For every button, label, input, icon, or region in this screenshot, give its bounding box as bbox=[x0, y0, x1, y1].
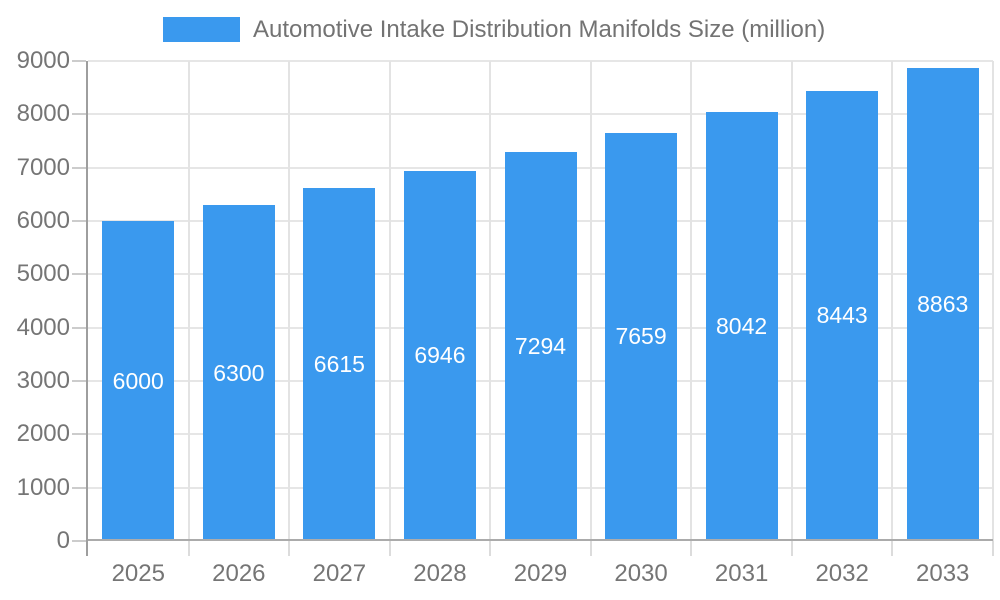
y-gridline bbox=[88, 113, 993, 116]
category-gridline bbox=[489, 61, 492, 541]
bar-value-label: 6615 bbox=[313, 351, 365, 378]
legend-label: Automotive Intake Distribution Manifolds… bbox=[253, 15, 826, 43]
bar-2028[interactable]: 6946 bbox=[403, 170, 476, 541]
y-axis-label: 6000 bbox=[16, 207, 70, 234]
y-tick bbox=[72, 113, 86, 116]
x-tick bbox=[187, 541, 190, 556]
x-axis-label: 2025 bbox=[111, 560, 165, 587]
y-tick bbox=[72, 380, 86, 382]
bar-value-label: 6946 bbox=[414, 342, 466, 369]
x-axis-line bbox=[88, 539, 993, 541]
y-tick bbox=[72, 326, 86, 329]
bar-value-label: 6300 bbox=[213, 359, 265, 386]
category-gridline bbox=[288, 61, 291, 541]
x-axis-label: 2027 bbox=[312, 560, 367, 587]
y-tick bbox=[72, 433, 86, 436]
x-axis-label: 2032 bbox=[815, 560, 869, 587]
y-tick bbox=[72, 166, 86, 169]
y-gridline bbox=[88, 60, 993, 62]
x-tick bbox=[891, 541, 894, 556]
category-gridline bbox=[992, 61, 994, 541]
y-axis-label: 7000 bbox=[16, 153, 70, 181]
y-axis-label: 1000 bbox=[16, 473, 70, 501]
bar-value-label: 8443 bbox=[816, 302, 868, 329]
x-tick bbox=[992, 541, 994, 556]
bar-value-label: 6000 bbox=[112, 367, 164, 394]
x-tick bbox=[388, 541, 391, 556]
bar-2027[interactable]: 6615 bbox=[303, 188, 376, 541]
x-axis-label: 2028 bbox=[413, 560, 467, 587]
bar-2025[interactable]: 6000 bbox=[102, 221, 175, 541]
bar-2030[interactable]: 7659 bbox=[605, 132, 678, 541]
bar-2032[interactable]: 8443 bbox=[806, 90, 879, 541]
category-gridline bbox=[589, 61, 592, 541]
x-axis-label: 2033 bbox=[916, 560, 970, 587]
bar-value-label: 8042 bbox=[716, 313, 768, 340]
y-axis-label: 3000 bbox=[16, 367, 70, 394]
legend-swatch bbox=[163, 17, 240, 42]
x-axis-label: 2031 bbox=[714, 560, 769, 587]
category-gridline bbox=[187, 61, 190, 541]
bar-2026[interactable]: 6300 bbox=[202, 205, 275, 541]
y-tick bbox=[72, 60, 86, 62]
legend[interactable]: Automotive Intake Distribution Manifolds… bbox=[163, 13, 825, 46]
y-tick bbox=[72, 540, 86, 542]
y-tick bbox=[72, 273, 86, 276]
category-gridline bbox=[891, 61, 894, 541]
category-gridline bbox=[388, 61, 391, 541]
x-axis-label: 2030 bbox=[614, 560, 668, 587]
bar-value-label: 7659 bbox=[615, 323, 667, 350]
bar-value-label: 7294 bbox=[514, 332, 567, 359]
y-axis-label: 2000 bbox=[16, 420, 70, 448]
y-axis-label: 8000 bbox=[16, 100, 70, 128]
y-axis-label: 9000 bbox=[16, 47, 70, 74]
x-axis-label: 2029 bbox=[513, 560, 568, 587]
y-axis-label: 0 bbox=[56, 527, 70, 554]
y-axis-label: 4000 bbox=[16, 313, 70, 341]
y-axis-label: 5000 bbox=[16, 260, 70, 288]
bar-2031[interactable]: 8042 bbox=[705, 112, 778, 541]
y-tick bbox=[72, 486, 86, 489]
bar-2029[interactable]: 7294 bbox=[504, 151, 577, 541]
x-tick bbox=[690, 541, 693, 556]
plot-area: 6000 6300 6615 6946 7294 7659 8042 8443 8863 bbox=[88, 60, 994, 541]
x-tick bbox=[489, 541, 492, 556]
category-gridline bbox=[790, 61, 793, 541]
category-gridline bbox=[690, 61, 693, 541]
x-axis-label: 2026 bbox=[212, 560, 266, 587]
y-tick bbox=[72, 220, 86, 222]
y-axis-line bbox=[86, 61, 88, 556]
x-tick bbox=[288, 541, 291, 556]
bar-value-label: 8863 bbox=[917, 291, 969, 318]
x-tick bbox=[589, 541, 592, 556]
bar-2033[interactable]: 8863 bbox=[906, 68, 979, 541]
x-tick bbox=[790, 541, 793, 556]
